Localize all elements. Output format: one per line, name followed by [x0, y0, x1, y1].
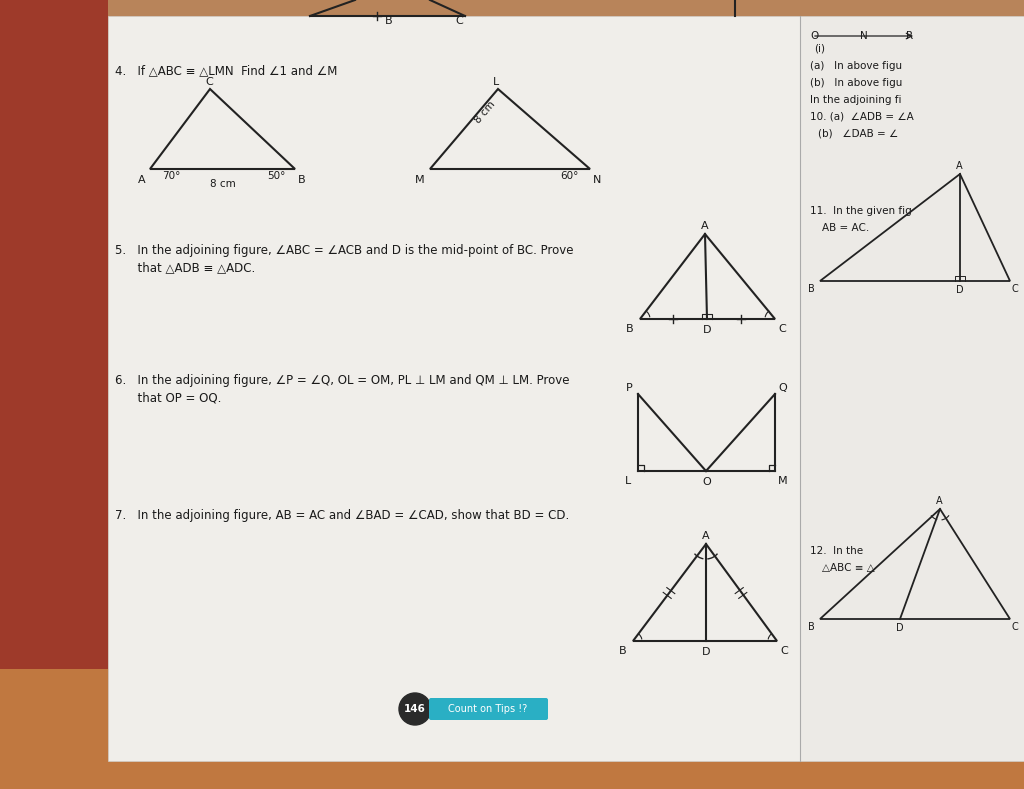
Text: N: N: [860, 31, 867, 41]
Text: M: M: [778, 476, 787, 486]
Text: D: D: [702, 647, 711, 657]
Text: 8 cm: 8 cm: [473, 99, 498, 125]
Text: B: B: [808, 284, 815, 294]
Text: A: A: [138, 175, 145, 185]
Text: A: A: [936, 496, 943, 506]
Text: 6.   In the adjoining figure, ∠P = ∠Q, OL = OM, PL ⊥ LM and QM ⊥ LM. Prove: 6. In the adjoining figure, ∠P = ∠Q, OL …: [115, 374, 569, 387]
Text: 5.   In the adjoining figure, ∠ABC = ∠ACB and D is the mid-point of BC. Prove: 5. In the adjoining figure, ∠ABC = ∠ACB …: [115, 244, 573, 257]
Text: C: C: [1012, 284, 1019, 294]
Text: (i): (i): [814, 43, 825, 53]
Text: B: B: [618, 646, 627, 656]
Text: 12.  In the: 12. In the: [810, 546, 863, 556]
Text: O: O: [702, 477, 711, 487]
Text: △ABC ≡ △: △ABC ≡ △: [822, 563, 874, 573]
Text: C: C: [778, 324, 785, 334]
Text: (b)   In above figu: (b) In above figu: [810, 78, 902, 88]
Text: 4.   If △ABC ≡ △LMN  Find ∠1 and ∠M: 4. If △ABC ≡ △LMN Find ∠1 and ∠M: [115, 64, 337, 77]
Text: 146: 146: [404, 704, 426, 714]
Text: (a)   In above figu: (a) In above figu: [810, 61, 902, 71]
Text: 11.  In the given fig: 11. In the given fig: [810, 206, 911, 216]
FancyBboxPatch shape: [108, 16, 800, 761]
Text: 7.   In the adjoining figure, AB = AC and ∠BAD = ∠CAD, show that BD = CD.: 7. In the adjoining figure, AB = AC and …: [115, 509, 569, 522]
Text: A: A: [702, 531, 710, 541]
Text: Q: Q: [778, 383, 786, 393]
Text: In the adjoining fi: In the adjoining fi: [810, 95, 901, 105]
Text: D: D: [703, 325, 712, 335]
Text: C: C: [780, 646, 787, 656]
Text: (b)   ∠DAB = ∠: (b) ∠DAB = ∠: [818, 128, 898, 138]
Text: that OP = OQ.: that OP = OQ.: [115, 391, 221, 404]
Text: 50°: 50°: [267, 171, 286, 181]
Text: AB = AC.: AB = AC.: [822, 223, 869, 233]
FancyBboxPatch shape: [0, 669, 1024, 789]
Text: that △ADB ≡ △ADC.: that △ADB ≡ △ADC.: [115, 261, 255, 274]
FancyBboxPatch shape: [429, 698, 548, 720]
Text: D: D: [956, 285, 964, 295]
Circle shape: [399, 693, 431, 725]
Text: L: L: [493, 77, 500, 87]
Text: A: A: [956, 161, 963, 171]
Text: B: B: [385, 16, 392, 26]
Text: L: L: [625, 476, 631, 486]
Text: C: C: [455, 16, 463, 26]
Text: 70°: 70°: [162, 171, 180, 181]
Text: Count on Tips !?: Count on Tips !?: [449, 704, 527, 714]
FancyBboxPatch shape: [800, 16, 1024, 761]
Text: B: B: [298, 175, 305, 185]
Text: O: O: [810, 31, 818, 41]
Text: M: M: [415, 175, 425, 185]
Text: D: D: [896, 623, 903, 633]
Text: 60°: 60°: [560, 171, 579, 181]
Text: B: B: [808, 622, 815, 632]
Text: A: A: [701, 221, 709, 231]
Text: N: N: [593, 175, 601, 185]
Text: C: C: [1012, 622, 1019, 632]
Text: 10. (a)  ∠ADB = ∠A: 10. (a) ∠ADB = ∠A: [810, 111, 913, 121]
Text: 8 cm: 8 cm: [211, 179, 237, 189]
FancyBboxPatch shape: [0, 0, 108, 789]
Text: P: P: [626, 383, 633, 393]
Text: R: R: [906, 31, 913, 41]
Text: C: C: [205, 77, 213, 87]
Text: B: B: [626, 324, 634, 334]
